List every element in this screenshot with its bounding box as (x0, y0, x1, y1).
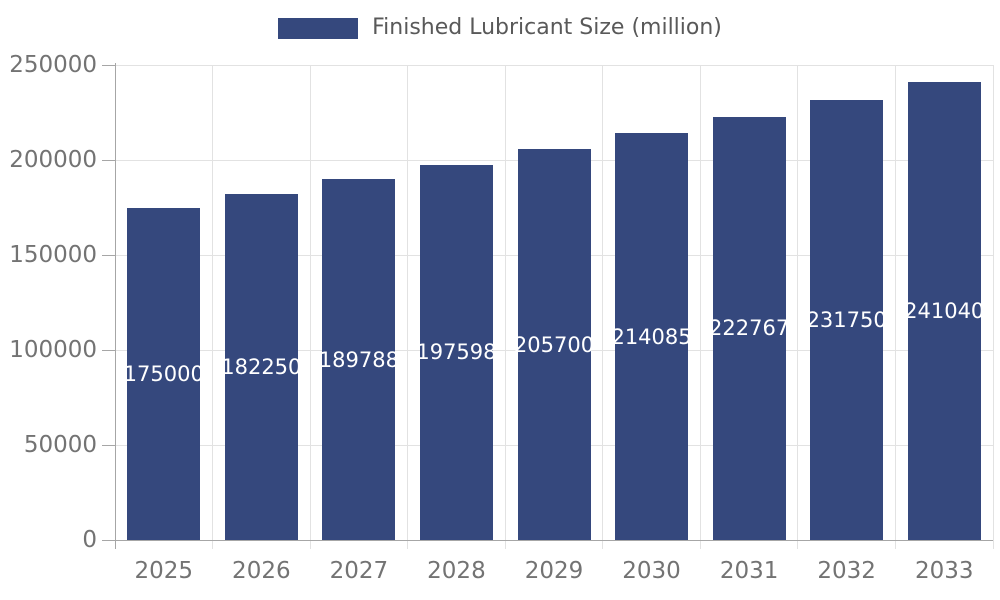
bar (517, 149, 591, 540)
x-gridline (602, 65, 604, 549)
legend-label: Finished Lubricant Size (million) (372, 15, 722, 40)
bar-value-label: 197598 (416, 340, 497, 365)
bar (907, 82, 981, 540)
x-gridline (797, 65, 799, 549)
x-tick-label: 2028 (427, 558, 486, 584)
legend-swatch (278, 17, 359, 39)
x-tick-label: 2029 (524, 558, 584, 584)
bar-value-label: 189788 (318, 347, 399, 372)
x-axis-line (107, 539, 993, 541)
y-tick-mark (102, 64, 115, 66)
x-gridline (699, 65, 701, 549)
legend: Finished Lubricant Size (million) (0, 14, 1000, 42)
bar-value-label: 175000 (123, 361, 204, 386)
bar (322, 179, 396, 540)
y-tick-label: 50000 (23, 432, 97, 458)
bar-value-label: 241040 (904, 299, 985, 323)
x-gridline (992, 65, 994, 549)
y-tick-label: 0 (82, 527, 97, 553)
y-tick-mark (102, 254, 115, 256)
bar (810, 99, 884, 540)
bar (224, 193, 298, 540)
y-tick-mark (102, 159, 115, 161)
y-tick-label: 250000 (9, 52, 97, 78)
y-gridline (115, 64, 993, 66)
x-tick-label: 2032 (817, 558, 876, 584)
bar (419, 164, 493, 540)
x-gridline (407, 65, 409, 549)
bar (712, 116, 786, 540)
x-tick-label: 2031 (719, 558, 779, 584)
y-axis-line (114, 63, 116, 549)
x-tick-label: 2030 (622, 558, 681, 584)
bar-value-label: 222767 (709, 316, 790, 341)
x-gridline (212, 65, 214, 549)
x-gridline (309, 65, 311, 549)
x-gridline (504, 65, 506, 549)
x-gridline (894, 65, 896, 549)
bar-value-label: 205700 (513, 332, 595, 357)
y-tick-mark (102, 444, 115, 446)
x-tick-label: 2033 (914, 558, 974, 584)
bar (127, 207, 201, 540)
x-tick-label: 2027 (329, 558, 389, 584)
y-tick-label: 100000 (9, 337, 97, 363)
bar (615, 133, 689, 540)
bar-value-label: 231750 (806, 307, 887, 332)
x-tick-label: 2026 (232, 558, 291, 584)
y-tick-label: 150000 (9, 242, 97, 268)
x-tick-label: 2025 (134, 558, 194, 584)
y-tick-label: 200000 (9, 147, 97, 173)
bar-value-label: 214085 (611, 324, 692, 349)
y-tick-mark (102, 349, 115, 351)
bar-value-label: 182250 (221, 354, 302, 379)
